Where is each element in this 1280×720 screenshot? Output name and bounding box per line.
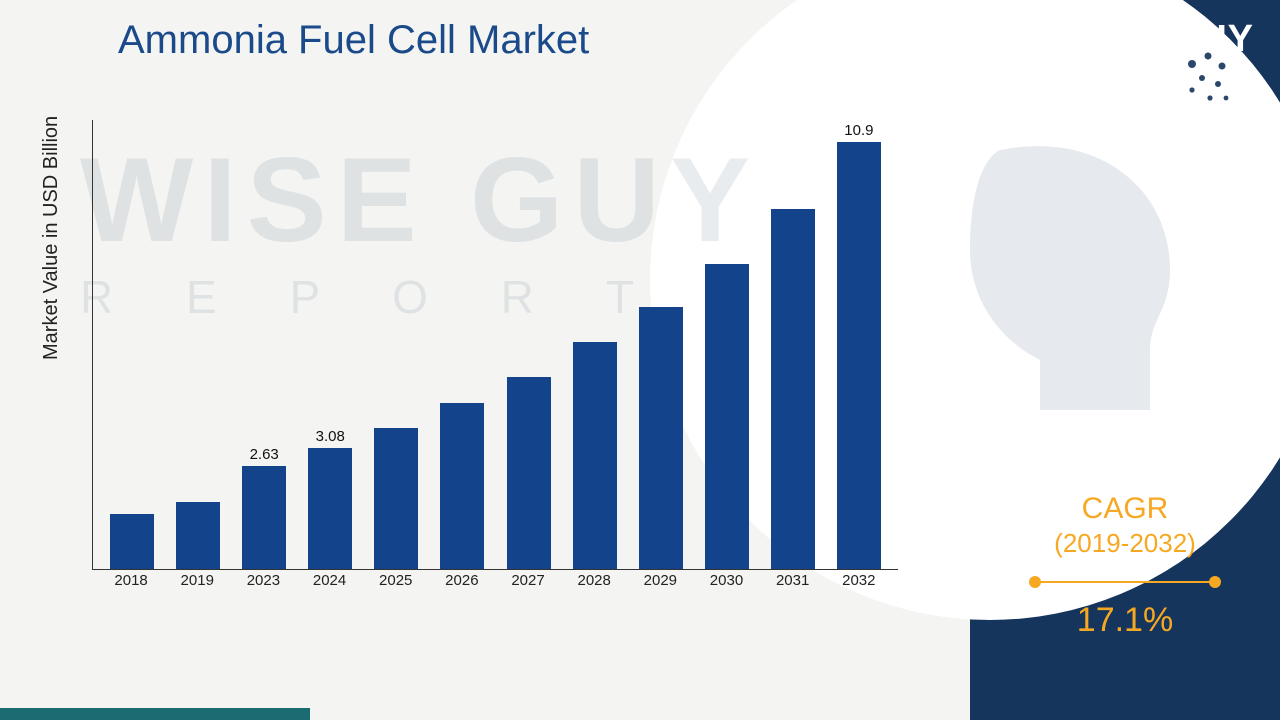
bar	[242, 466, 286, 569]
x-tick: 2024	[302, 572, 358, 589]
x-axis-ticks: 2018 2019 2023 2024 2025 2026 2027 2028 2029 2030…	[92, 572, 898, 589]
cagr-panel: CAGR (2019-2032) 17.1%	[1010, 492, 1240, 640]
bar	[308, 448, 352, 569]
bar-2024: 3.08	[302, 428, 358, 569]
cagr-divider	[1035, 581, 1215, 583]
page: WISE GUY R E P O R T S Ammonia Fuel Cell…	[0, 0, 1280, 720]
cagr-range: (2019-2032)	[1010, 528, 1240, 559]
x-tick: 2027	[500, 572, 556, 589]
bar-2031	[765, 206, 821, 569]
bar-2026	[434, 400, 490, 569]
bar-2023: 2.63	[236, 446, 292, 569]
x-tick: 2030	[698, 572, 754, 589]
bottom-accent-bar	[0, 708, 310, 720]
bar	[110, 514, 154, 569]
x-tick: 2026	[434, 572, 490, 589]
bar	[440, 403, 484, 569]
bar-value-label: 3.08	[316, 428, 345, 445]
x-tick: 2025	[368, 572, 424, 589]
x-tick: 2023	[235, 572, 291, 589]
x-tick: 2031	[765, 572, 821, 589]
bar	[176, 502, 220, 569]
bar-2025	[368, 425, 424, 569]
watermark-head-icon	[940, 130, 1200, 430]
chart-title: Ammonia Fuel Cell Market	[118, 18, 589, 63]
bar	[639, 307, 683, 569]
bar	[573, 342, 617, 569]
bar	[374, 428, 418, 569]
bar-value-label: 2.63	[250, 446, 279, 463]
bar-chart: Market Value in USD Billion 2.633.0810.9…	[78, 120, 898, 600]
bar-2030	[699, 261, 755, 569]
bar-2018	[104, 511, 160, 569]
x-tick: 2028	[566, 572, 622, 589]
bar	[837, 142, 881, 569]
bar-2029	[633, 304, 689, 569]
x-tick: 2019	[169, 572, 225, 589]
bar-value-label: 10.9	[844, 122, 873, 139]
bar-2028	[567, 339, 623, 569]
bar	[507, 377, 551, 569]
brand-logo: WISE GUY R E P O R T S	[1008, 18, 1254, 78]
bar	[705, 264, 749, 569]
y-axis-label: Market Value in USD Billion	[40, 116, 63, 360]
x-tick: 2032	[831, 572, 887, 589]
bar-2032: 10.9	[831, 122, 887, 569]
logo-head-icon	[1164, 38, 1254, 138]
bar-2019	[170, 499, 226, 569]
bar	[771, 209, 815, 569]
bar-2027	[501, 374, 557, 569]
bars-container: 2.63 3.08 10.9	[93, 120, 898, 569]
plot-area: 2.63 3.08 10.9	[92, 120, 898, 570]
x-tick: 2029	[632, 572, 688, 589]
cagr-title: CAGR	[1010, 492, 1240, 526]
cagr-value: 17.1%	[1010, 601, 1240, 640]
x-tick: 2018	[103, 572, 159, 589]
